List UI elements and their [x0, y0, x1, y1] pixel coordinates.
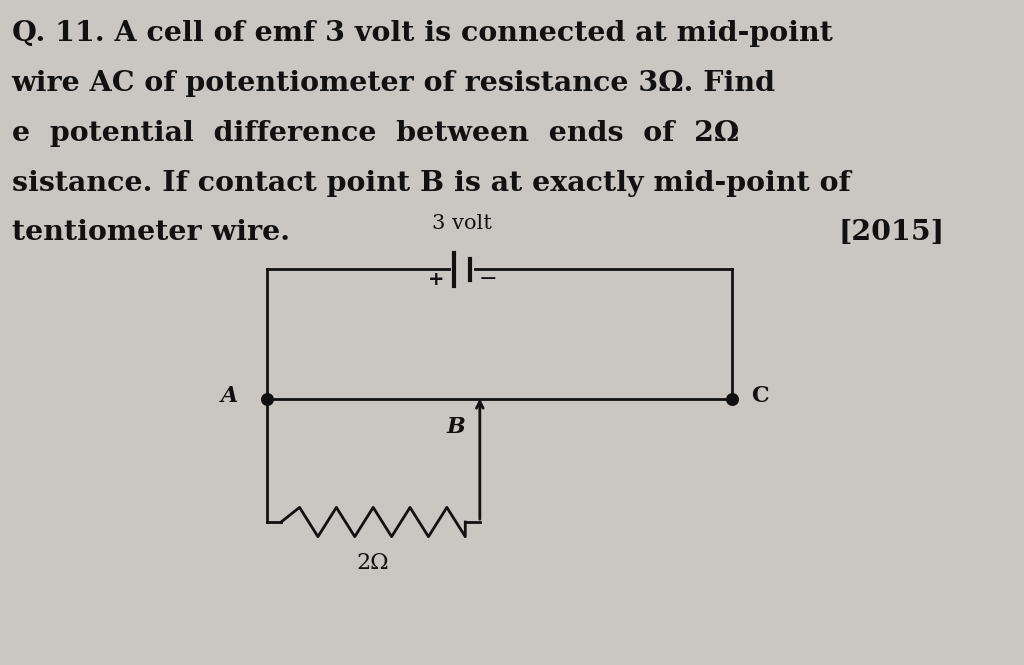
- Text: sistance. If contact point B is at exactly mid-point of: sistance. If contact point B is at exact…: [11, 170, 850, 197]
- Text: A: A: [220, 384, 238, 407]
- Text: B: B: [446, 416, 465, 438]
- Text: −: −: [478, 269, 497, 289]
- Point: [258, 394, 274, 404]
- Text: tentiometer wire.: tentiometer wire.: [11, 219, 290, 247]
- Text: [2015]: [2015]: [839, 219, 945, 247]
- Point: [724, 394, 740, 404]
- Text: 3 volt: 3 volt: [432, 213, 492, 233]
- Text: +: +: [428, 270, 444, 289]
- Text: wire AC of potentiometer of resistance 3Ω. Find: wire AC of potentiometer of resistance 3…: [11, 70, 775, 97]
- Text: Q. 11. A cell of emf 3 volt is connected at mid-point: Q. 11. A cell of emf 3 volt is connected…: [11, 20, 833, 47]
- Text: 2Ω: 2Ω: [357, 552, 389, 574]
- Text: e  potential  difference  between  ends  of  2Ω: e potential difference between ends of 2…: [11, 120, 739, 147]
- Text: C: C: [752, 384, 769, 407]
